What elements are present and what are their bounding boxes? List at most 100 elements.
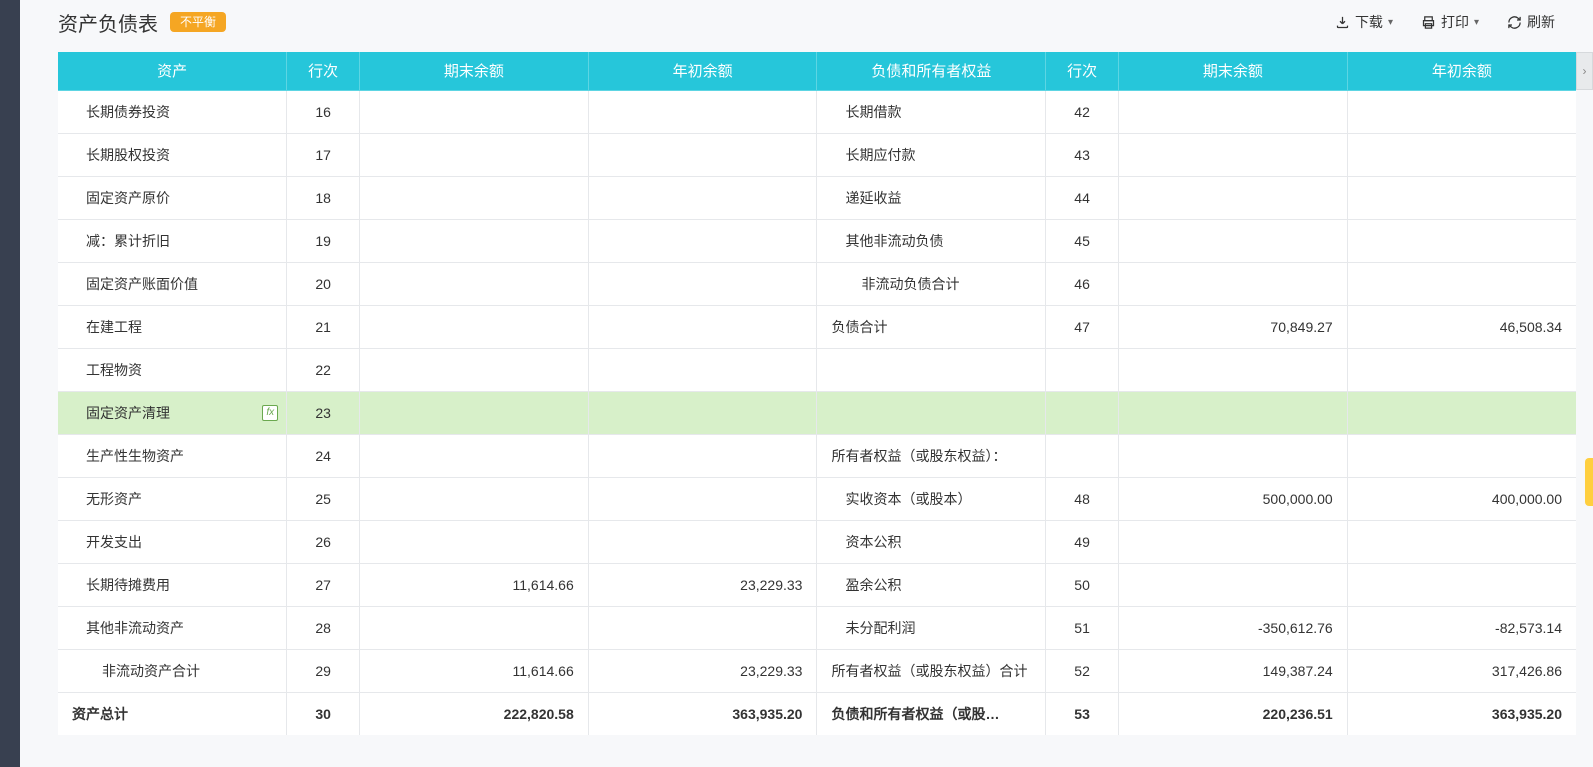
table-row[interactable]: 固定资产账面价值20 非流动负债合计46 — [58, 262, 1576, 305]
cell-liab-end[interactable] — [1118, 176, 1347, 219]
cell-liab-begin[interactable] — [1347, 391, 1576, 434]
cell-liab-line[interactable]: 46 — [1046, 262, 1119, 305]
cell-liab-name[interactable] — [817, 391, 1046, 434]
cell-asset-line[interactable]: 24 — [287, 434, 360, 477]
cell-liab-name[interactable]: 盈余公积 — [817, 563, 1046, 606]
cell-liab-end[interactable] — [1118, 90, 1347, 133]
cell-asset-name[interactable]: 在建工程 — [58, 305, 287, 348]
cell-liab-name[interactable]: 实收资本（或股本） — [817, 477, 1046, 520]
cell-asset-line[interactable]: 27 — [287, 563, 360, 606]
scroll-right-button[interactable]: › — [1576, 52, 1593, 90]
table-row[interactable]: 在建工程21负债合计4770,849.2746,508.34 — [58, 305, 1576, 348]
cell-asset-name[interactable]: 固定资产原价 — [58, 176, 287, 219]
cell-asset-begin[interactable] — [588, 176, 817, 219]
cell-asset-name[interactable]: 生产性生物资产 — [58, 434, 287, 477]
cell-liab-begin[interactable] — [1347, 133, 1576, 176]
cell-liab-line[interactable]: 48 — [1046, 477, 1119, 520]
cell-liab-end[interactable]: -350,612.76 — [1118, 606, 1347, 649]
cell-asset-begin[interactable] — [588, 133, 817, 176]
download-button[interactable]: 下载 ▾ — [1335, 12, 1393, 32]
cell-liab-end[interactable]: 220,236.51 — [1118, 692, 1347, 735]
cell-asset-line[interactable]: 19 — [287, 219, 360, 262]
cell-liab-line[interactable]: 50 — [1046, 563, 1119, 606]
cell-asset-name[interactable]: 长期待摊费用 — [58, 563, 287, 606]
cell-asset-end[interactable] — [360, 477, 589, 520]
cell-asset-line[interactable]: 30 — [287, 692, 360, 735]
cell-liab-begin[interactable]: -82,573.14 — [1347, 606, 1576, 649]
cell-asset-line[interactable]: 20 — [287, 262, 360, 305]
cell-asset-line[interactable]: 23 — [287, 391, 360, 434]
cell-asset-end[interactable] — [360, 434, 589, 477]
cell-asset-name[interactable]: 资产总计 — [58, 692, 287, 735]
cell-asset-end[interactable] — [360, 520, 589, 563]
cell-liab-name[interactable]: 长期应付款 — [817, 133, 1046, 176]
cell-asset-name[interactable]: 开发支出 — [58, 520, 287, 563]
cell-liab-line[interactable]: 43 — [1046, 133, 1119, 176]
cell-liab-line[interactable]: 52 — [1046, 649, 1119, 692]
cell-liab-end[interactable] — [1118, 219, 1347, 262]
formula-icon[interactable]: fx — [262, 405, 278, 421]
cell-asset-name[interactable]: 减：累计折旧 — [58, 219, 287, 262]
cell-asset-name[interactable]: 固定资产账面价值 — [58, 262, 287, 305]
refresh-button[interactable]: 刷新 — [1507, 12, 1555, 32]
print-button[interactable]: 打印 ▾ — [1421, 12, 1479, 32]
table-row[interactable]: 无形资产25实收资本（或股本）48500,000.00400,000.00 — [58, 477, 1576, 520]
cell-liab-begin[interactable] — [1347, 176, 1576, 219]
cell-liab-line[interactable]: 45 — [1046, 219, 1119, 262]
cell-liab-end[interactable] — [1118, 563, 1347, 606]
cell-liab-line[interactable]: 42 — [1046, 90, 1119, 133]
cell-asset-begin[interactable] — [588, 606, 817, 649]
cell-asset-end[interactable] — [360, 391, 589, 434]
cell-asset-end[interactable] — [360, 262, 589, 305]
cell-liab-begin[interactable]: 317,426.86 — [1347, 649, 1576, 692]
cell-liab-begin[interactable]: 46,508.34 — [1347, 305, 1576, 348]
cell-liab-line[interactable]: 49 — [1046, 520, 1119, 563]
cell-asset-name[interactable]: 其他非流动资产 — [58, 606, 287, 649]
cell-asset-line[interactable]: 21 — [287, 305, 360, 348]
cell-liab-name[interactable]: 所有者权益（或股东权益）： — [817, 434, 1046, 477]
cell-liab-end[interactable]: 149,387.24 — [1118, 649, 1347, 692]
cell-liab-end[interactable] — [1118, 434, 1347, 477]
cell-asset-name[interactable]: 非流动资产合计 — [58, 649, 287, 692]
cell-asset-begin[interactable] — [588, 219, 817, 262]
cell-liab-end[interactable]: 500,000.00 — [1118, 477, 1347, 520]
cell-liab-name[interactable]: 非流动负债合计 — [817, 262, 1046, 305]
cell-asset-begin[interactable] — [588, 90, 817, 133]
cell-liab-begin[interactable] — [1347, 219, 1576, 262]
cell-liab-begin[interactable] — [1347, 262, 1576, 305]
cell-liab-name[interactable]: 递延收益 — [817, 176, 1046, 219]
cell-asset-line[interactable]: 16 — [287, 90, 360, 133]
cell-asset-end[interactable] — [360, 348, 589, 391]
cell-asset-end[interactable]: 11,614.66 — [360, 649, 589, 692]
cell-asset-end[interactable]: 222,820.58 — [360, 692, 589, 735]
table-row[interactable]: 工程物资22 — [58, 348, 1576, 391]
cell-liab-begin[interactable] — [1347, 434, 1576, 477]
cell-asset-begin[interactable] — [588, 305, 817, 348]
cell-asset-end[interactable] — [360, 90, 589, 133]
cell-asset-begin[interactable]: 23,229.33 — [588, 563, 817, 606]
table-row[interactable]: 资产总计30222,820.58363,935.20负债和所有者权益（或股…53… — [58, 692, 1576, 735]
cell-asset-begin[interactable] — [588, 262, 817, 305]
cell-asset-name[interactable]: 固定资产清理fx — [58, 391, 287, 434]
cell-liab-end[interactable] — [1118, 262, 1347, 305]
cell-liab-end[interactable] — [1118, 520, 1347, 563]
cell-asset-line[interactable]: 18 — [287, 176, 360, 219]
cell-liab-name[interactable]: 资本公积 — [817, 520, 1046, 563]
cell-asset-name[interactable]: 无形资产 — [58, 477, 287, 520]
cell-asset-line[interactable]: 22 — [287, 348, 360, 391]
cell-liab-end[interactable] — [1118, 348, 1347, 391]
cell-asset-line[interactable]: 28 — [287, 606, 360, 649]
cell-asset-line[interactable]: 25 — [287, 477, 360, 520]
cell-liab-name[interactable]: 负债和所有者权益（或股… — [817, 692, 1046, 735]
cell-asset-line[interactable]: 26 — [287, 520, 360, 563]
cell-asset-line[interactable]: 17 — [287, 133, 360, 176]
table-row[interactable]: 非流动资产合计2911,614.6623,229.33所有者权益（或股东权益）合… — [58, 649, 1576, 692]
table-row[interactable]: 长期股权投资17长期应付款43 — [58, 133, 1576, 176]
table-row[interactable]: 长期待摊费用2711,614.6623,229.33盈余公积50 — [58, 563, 1576, 606]
cell-asset-begin[interactable] — [588, 520, 817, 563]
table-row[interactable]: 减：累计折旧19其他非流动负债45 — [58, 219, 1576, 262]
table-row[interactable]: 开发支出26 资本公积49 — [58, 520, 1576, 563]
cell-liab-name[interactable]: 负债合计 — [817, 305, 1046, 348]
table-row[interactable]: 固定资产原价18递延收益44 — [58, 176, 1576, 219]
cell-liab-line[interactable] — [1046, 391, 1119, 434]
